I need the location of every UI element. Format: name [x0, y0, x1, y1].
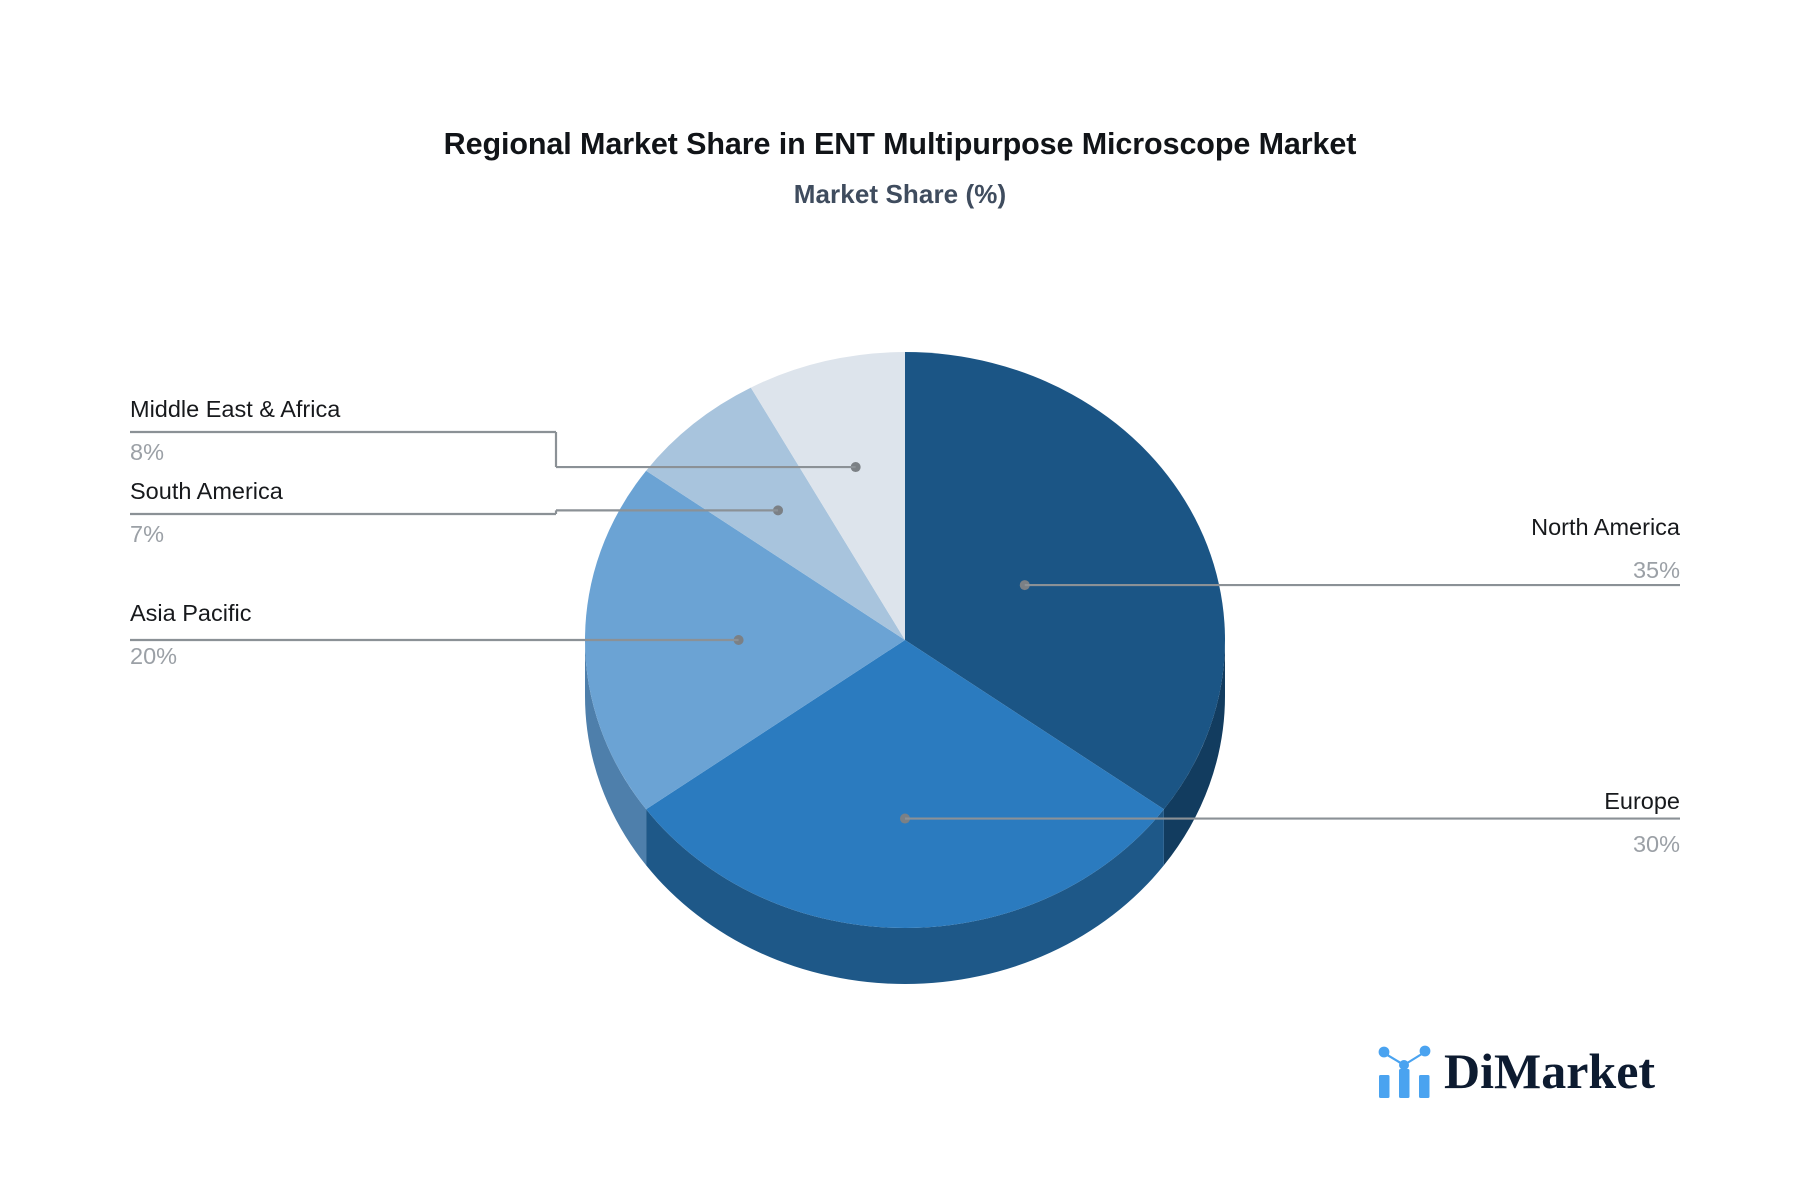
callout-label: Europe [1604, 788, 1680, 814]
callout-value: 20% [130, 642, 178, 669]
pie-slice[interactable] [646, 640, 1164, 928]
pie-slice[interactable] [750, 352, 905, 640]
callout-value: 30% [1632, 830, 1680, 857]
leader-lines [130, 430, 1680, 824]
pie-slice[interactable] [585, 470, 905, 810]
pie-3d-sides [585, 640, 1225, 984]
callout-north-america: North America 35% [1380, 514, 1680, 583]
callout-label: Asia Pacific [130, 600, 252, 626]
callout-south-america: South America 7% [130, 478, 283, 547]
callout-value: 7% [130, 520, 164, 547]
callout-asia-pacific: Asia Pacific 20% [130, 600, 252, 669]
pie-slice[interactable] [905, 352, 1226, 810]
callout-middle-east-africa: Middle East & Africa 8% [130, 396, 341, 465]
callout-label: South America [130, 478, 283, 504]
callout-value: 8% [130, 438, 164, 465]
callout-value: 35% [1632, 556, 1680, 583]
bar-chart-logo-icon [1378, 1045, 1431, 1098]
callout-label: North America [1531, 514, 1680, 540]
callout-europe: Europe 30% [1380, 788, 1680, 857]
logo-wordmark: DiMarket [1444, 1043, 1656, 1099]
pie-top-faces [585, 352, 1226, 928]
callout-label: Middle East & Africa [130, 396, 341, 422]
dimarket-logo: DiMarket [1375, 1040, 1655, 1102]
